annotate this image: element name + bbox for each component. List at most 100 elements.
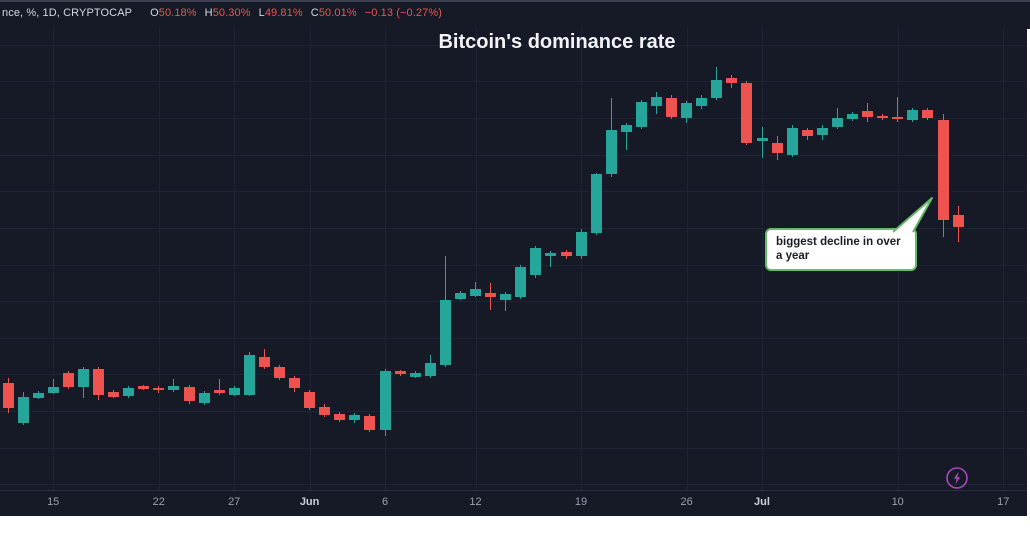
candle[interactable] [922, 110, 934, 119]
candle[interactable] [530, 247, 542, 275]
candle-wick [505, 291, 507, 311]
gridline-vertical [234, 28, 236, 490]
candle[interactable] [409, 372, 421, 377]
gridline-horizontal [0, 191, 1027, 193]
candle[interactable] [892, 116, 904, 120]
candle[interactable] [560, 252, 572, 257]
candle[interactable] [243, 354, 255, 395]
candle[interactable] [17, 397, 29, 423]
candle[interactable] [605, 129, 617, 175]
gridline-horizontal [0, 264, 1027, 266]
window-top-edge [0, 0, 1030, 2]
lightning-bolt-button[interactable] [945, 466, 969, 490]
x-axis-label: 22 [152, 496, 165, 508]
change-value: −0.13 (−0.27%) [364, 7, 442, 19]
gridline-horizontal [0, 44, 1027, 46]
candle[interactable] [62, 372, 74, 387]
candle[interactable] [847, 114, 858, 119]
ohlc-value: 50.01% [318, 7, 357, 19]
candle[interactable] [454, 293, 466, 299]
chart-title: Bitcoin's dominance rate [438, 31, 676, 53]
candle[interactable] [138, 386, 150, 389]
chart-plot[interactable] [0, 0, 1027, 516]
candle[interactable] [273, 367, 285, 378]
candle[interactable] [500, 293, 512, 300]
gridline-vertical [475, 28, 477, 490]
candle[interactable] [319, 406, 331, 415]
candle[interactable] [2, 383, 14, 408]
candle[interactable] [424, 362, 436, 377]
candle[interactable] [153, 387, 165, 391]
candle-wick [550, 250, 552, 267]
candle[interactable] [620, 124, 632, 132]
gridline-horizontal [0, 374, 1027, 376]
header-extension [1027, 0, 1030, 29]
candle[interactable] [304, 391, 316, 408]
ohlc-label: O [150, 7, 159, 19]
candle[interactable] [379, 371, 391, 430]
candle[interactable] [545, 252, 557, 256]
candle[interactable] [681, 102, 693, 119]
candle[interactable] [952, 214, 964, 228]
x-axis-label: 12 [469, 496, 482, 508]
candle[interactable] [741, 82, 753, 143]
candle[interactable] [108, 391, 120, 397]
candle[interactable] [168, 386, 180, 391]
candle[interactable] [575, 231, 587, 257]
candle[interactable] [394, 371, 406, 375]
candle[interactable] [77, 368, 89, 387]
candle[interactable] [877, 115, 889, 119]
candle[interactable] [123, 387, 135, 396]
lightning-bolt-icon [946, 467, 968, 489]
candle[interactable] [349, 414, 361, 421]
candle[interactable] [771, 143, 783, 153]
symbol-legend[interactable]: nce, %, 1D, CRYPTOCAP O50.18% H50.30% L49.8… [2, 7, 442, 19]
time-axis-separator [0, 490, 1027, 491]
gridline-horizontal [0, 154, 1027, 156]
candle[interactable] [470, 289, 481, 296]
candle[interactable] [831, 118, 843, 127]
candle[interactable] [786, 127, 798, 155]
candle[interactable] [907, 110, 919, 120]
x-axis-label: Jun [299, 496, 320, 508]
candle-wick [52, 378, 54, 395]
candle[interactable] [590, 174, 602, 233]
gridline-vertical [1003, 28, 1005, 490]
candle[interactable] [711, 80, 723, 98]
candle[interactable] [213, 389, 225, 393]
gridline-horizontal [0, 484, 1027, 486]
candle[interactable] [666, 97, 677, 117]
gridline-horizontal [0, 410, 1027, 412]
candle[interactable] [726, 77, 738, 83]
x-axis-label: 6 [381, 496, 389, 508]
candle[interactable] [93, 368, 104, 395]
candle[interactable] [183, 386, 195, 402]
candle[interactable] [515, 267, 527, 297]
candle[interactable] [801, 129, 813, 136]
candle[interactable] [228, 387, 240, 395]
candle[interactable] [696, 97, 708, 107]
candle-wick [761, 126, 763, 158]
candle[interactable] [485, 293, 497, 298]
candle[interactable] [635, 101, 647, 127]
candle[interactable] [32, 392, 44, 398]
candle[interactable] [650, 96, 662, 107]
candle[interactable] [47, 386, 59, 393]
annotation-callout[interactable]: biggest decline in over a year [765, 197, 933, 271]
time-axis[interactable]: 15 22 27 Jun 6 12 19 26 Jul 10 17 [0, 490, 1027, 516]
candle[interactable] [198, 392, 210, 403]
candle[interactable] [862, 110, 874, 117]
candle[interactable] [816, 127, 828, 135]
candle[interactable] [937, 119, 949, 220]
x-axis-label: 19 [574, 496, 588, 508]
ohlc-label: H [204, 7, 213, 19]
candle[interactable] [439, 299, 451, 365]
candle[interactable] [756, 137, 768, 142]
candle[interactable] [334, 413, 346, 420]
candle[interactable] [289, 378, 300, 388]
x-axis-label: 15 [47, 496, 60, 508]
candle[interactable] [258, 356, 270, 367]
candle[interactable] [364, 416, 376, 430]
gridline-horizontal [0, 301, 1027, 303]
ohlc-value: 50.30% [212, 7, 251, 19]
